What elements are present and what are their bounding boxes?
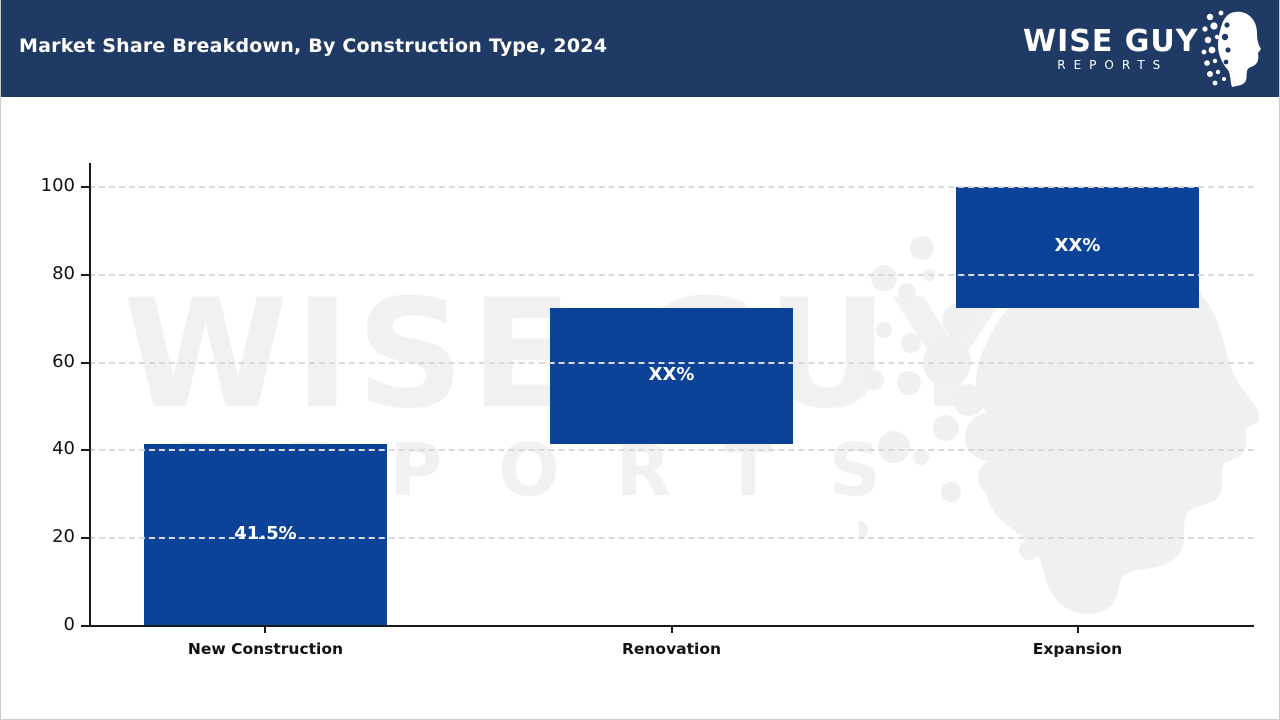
bar-value-label: XX%: [1054, 235, 1101, 257]
y-axis-label: 60: [52, 350, 75, 372]
x-tick: [264, 626, 267, 633]
logo-wordmark: WISE GUY: [1023, 24, 1199, 60]
page-title: Market Share Breakdown, By Construction …: [19, 35, 608, 57]
bar: [143, 443, 387, 626]
y-axis-label: 100: [40, 175, 75, 196]
x-axis-label: Renovation: [621, 640, 722, 658]
bar-value-label: XX%: [648, 363, 695, 385]
x-tick: [670, 626, 673, 633]
y-tick: [81, 625, 89, 627]
y-axis-label: 20: [52, 526, 75, 548]
gridline: [89, 361, 1254, 364]
y-axis-label: 40: [52, 438, 75, 460]
bar-value-label: 41.5%: [234, 522, 297, 544]
y-tick: [81, 449, 89, 452]
logo-face-icon: [1201, 10, 1261, 88]
gridline: [89, 273, 1254, 276]
bar: [956, 187, 1199, 308]
logo-subtitle: REPORTS: [1057, 57, 1169, 72]
x-axis-label: Expansion: [1032, 640, 1123, 658]
y-tick: [81, 186, 89, 188]
y-tick: [81, 273, 89, 276]
y-axis-label: 80: [52, 262, 75, 284]
wise-guy-reports-logo: WISE GUY REPORTS: [1023, 6, 1273, 92]
header-bar: Market Share Breakdown, By Construction …: [1, 0, 1279, 97]
x-axis-line: [89, 625, 1254, 627]
logo-text: WISE GUY REPORTS: [1023, 26, 1199, 72]
gridline: [89, 186, 1254, 188]
plot-area: 0 20 40 60 80 100 41.5% New Construction XX% Reno…: [41, 163, 1254, 658]
gridline: [89, 537, 1254, 540]
watermark-face-icon: [859, 236, 1260, 614]
y-axis-line: [89, 163, 91, 627]
y-tick: [81, 537, 89, 540]
y-tick: [81, 361, 89, 364]
x-axis-label: New Construction: [187, 640, 344, 658]
gridline: [89, 449, 1254, 452]
bar: [550, 307, 793, 444]
x-tick: [1076, 626, 1079, 633]
y-axis-label: 0: [63, 614, 75, 635]
